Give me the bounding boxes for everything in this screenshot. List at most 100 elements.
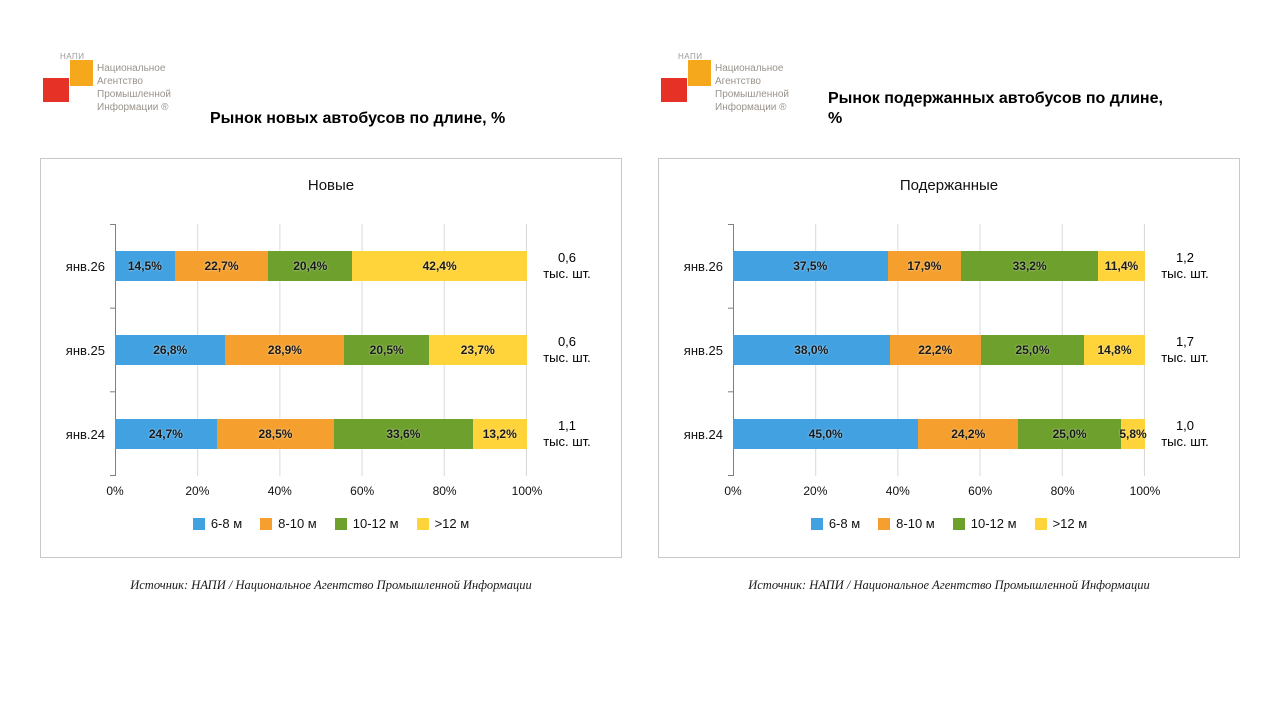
total-unit: тыс. шт. [543,434,591,449]
bar-segment: 24,2% [918,419,1019,449]
total-label: 1,1 тыс. шт. [527,418,607,451]
plot-area: янв.26 14,5% 22,7% 20,4% 42,4% 0,6 тыс. шт. янв… [41,224,621,498]
bar-value-label: 37,5% [793,259,828,273]
x-tick-label: 20% [803,484,828,498]
logo-text-line: Промышленной [97,89,171,100]
total-unit: тыс. шт. [1161,266,1209,281]
y-axis-ticks [110,224,115,476]
legend-label: >12 м [1052,516,1088,531]
legend-item: 8-10 м [878,516,935,531]
legend-label: 8-10 м [896,516,935,531]
logo-text-line: Промышленной [715,89,789,100]
bar-value-label: 25,0% [1052,427,1087,441]
bar-value-label: 20,5% [369,343,404,357]
bar-value-label: 22,2% [918,343,953,357]
total-value: 0,6 [557,249,577,265]
panel-used-buses: НАПИ Национальное Агентство Промышленной Ин… [658,42,1240,593]
bar-track: 38,0% 22,2% 25,0% 14,8% [733,335,1145,365]
page: НАПИ Национальное Агентство Промышленной Ин… [40,42,1240,593]
bar-segment: 22,7% [174,251,269,281]
bar-segment: 20,4% [268,251,353,281]
legend-swatch-icon [260,517,273,530]
bar-segment: 11,4% [1098,251,1145,281]
bar-value-label: 22,7% [204,259,239,273]
plot-rows: янв.26 14,5% 22,7% 20,4% 42,4% 0,6 тыс. шт. янв… [55,224,607,476]
bar-value-label: 5,8% [1119,427,1147,441]
logo-text: Национальное Агентство Промышленной Информа… [715,62,789,114]
bar-segment: 25,0% [981,335,1084,365]
bar-segment: 33,6% [334,419,473,449]
logo-text-line: Информации ® [715,102,787,113]
chart-title: Рынок подержанных автобусов по длине, % [828,89,1163,127]
category-label: янв.24 [65,426,105,442]
bar-track: 24,7% 28,5% 33,6% 13,2% [115,419,527,449]
bar-segment: 28,9% [225,335,345,365]
category-label: янв.26 [683,258,723,274]
legend-item: 10-12 м [334,516,399,531]
x-tick-label: 80% [432,484,457,498]
y-axis-ticks [728,224,733,476]
bar-segment: 24,7% [115,419,217,449]
logo-orange-square-icon [688,60,711,86]
bar-value-label: 33,2% [1012,259,1047,273]
legend-item: >12 м [1034,516,1088,531]
legend-swatch-icon [334,517,347,530]
total-value: 1,7 [1175,333,1195,349]
category-label: янв.24 [683,426,723,442]
legend-label: 6-8 м [210,516,243,531]
legend-item: 10-12 м [952,516,1017,531]
panel-header: НАПИ Национальное Агентство Промышленной Ин… [40,42,622,144]
bar-track: 14,5% 22,7% 20,4% 42,4% [115,251,527,281]
legend-label: >12 м [434,516,470,531]
chart-inner-title: Новые [307,177,355,194]
legend-item: 6-8 м [810,516,861,531]
legend-swatch-icon [810,517,823,530]
x-tick-label: 100% [511,484,543,498]
bar-value-label: 20,4% [293,259,328,273]
total-unit: тыс. шт. [543,350,591,365]
total-value: 1,1 [557,417,577,433]
x-tick-label: 100% [1129,484,1161,498]
total-value: 1,0 [1175,417,1195,433]
bar-value-label: 25,0% [1015,343,1050,357]
x-tick-label: 0% [724,484,742,498]
x-tick-label: 20% [185,484,210,498]
legend-swatch-icon [1034,517,1047,530]
x-tick-label: 80% [1050,484,1075,498]
legend-item: >12 м [416,516,470,531]
total-label: 1,0 тыс. шт. [1145,418,1225,451]
logo-text-line: Информации ® [97,102,169,113]
total-label: 0,6 тыс. шт. [527,250,607,283]
bar-row: янв.24 24,7% 28,5% 33,6% 13,2% 1,1 тыс. шт. [55,392,607,476]
bar-value-label: 24,2% [951,427,986,441]
x-tick-label: 60% [968,484,993,498]
bar-segment: 45,0% [733,419,919,449]
legend-swatch-icon [878,517,891,530]
bar-row: янв.25 26,8% 28,9% 20,5% 23,7% 0,6 тыс. шт. [55,308,607,392]
bar-row: янв.25 38,0% 22,2% 25,0% 14,8% 1,7 тыс. шт. [673,308,1225,392]
bar-track: 37,5% 17,9% 33,2% 11,4% [733,251,1145,281]
bar-value-label: 17,9% [907,259,942,273]
category-label: янв.25 [65,342,105,358]
legend-label: 6-8 м [828,516,861,531]
logo-abbr: НАПИ [60,52,85,61]
category-label: янв.25 [683,342,723,358]
bar-segment: 25,0% [1018,419,1122,449]
legend: 6-8 м 8-10 м 10-12 м >12 м [41,516,621,531]
plot-area: янв.26 37,5% 17,9% 33,2% 11,4% 1,2 тыс. шт. янв… [659,224,1239,498]
bar-segment: 5,8% [1119,419,1147,449]
bar-value-label: 11,4% [1104,259,1139,273]
bar-value-label: 28,5% [258,427,293,441]
bar-segment: 22,2% [889,335,981,365]
bar-value-label: 14,8% [1097,343,1132,357]
bar-value-label: 23,7% [460,343,495,357]
bar-segment: 23,7% [428,335,527,365]
bar-segment: 13,2% [472,419,527,449]
logo-red-square-icon [43,78,69,102]
x-axis: 0% 20% 40% 60% 80% 100% [724,476,1160,502]
bar-track: 26,8% 28,9% 20,5% 23,7% [115,335,527,365]
logo-red-square-icon [661,78,687,102]
bar-value-label: 13,2% [482,427,517,441]
legend: 6-8 м 8-10 м 10-12 м >12 м [659,516,1239,531]
bar-segment: 20,5% [344,335,429,365]
